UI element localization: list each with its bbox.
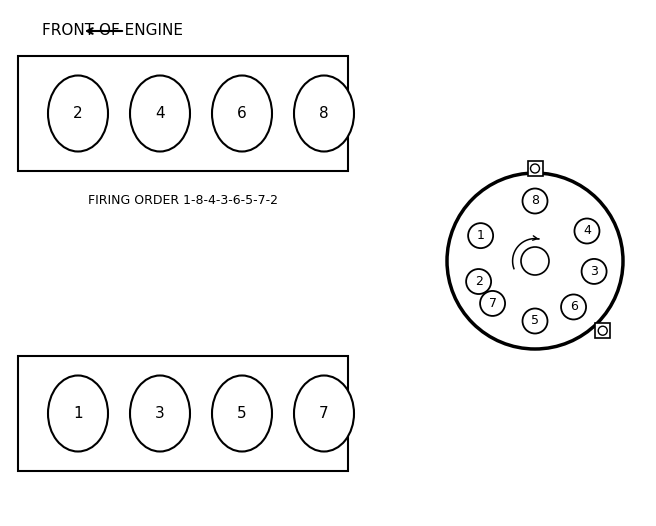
Circle shape xyxy=(447,173,623,349)
Text: FIRING ORDER 1-8-4-3-6-5-7-2: FIRING ORDER 1-8-4-3-6-5-7-2 xyxy=(88,195,278,207)
Ellipse shape xyxy=(294,376,354,451)
Circle shape xyxy=(531,164,539,173)
Ellipse shape xyxy=(130,376,190,451)
Text: 2: 2 xyxy=(475,275,483,288)
Circle shape xyxy=(522,188,548,214)
Text: 3: 3 xyxy=(590,265,598,278)
Text: 8: 8 xyxy=(319,106,329,121)
Circle shape xyxy=(480,291,505,316)
Ellipse shape xyxy=(212,376,272,451)
Circle shape xyxy=(521,247,549,275)
Ellipse shape xyxy=(48,76,108,151)
Ellipse shape xyxy=(130,76,190,151)
Text: 7: 7 xyxy=(319,406,329,421)
Text: 7: 7 xyxy=(489,297,497,310)
Text: 6: 6 xyxy=(237,106,247,121)
Ellipse shape xyxy=(294,76,354,151)
Text: 1: 1 xyxy=(73,406,83,421)
Circle shape xyxy=(561,295,586,319)
Circle shape xyxy=(522,309,548,333)
Text: 2: 2 xyxy=(73,106,83,121)
Bar xyxy=(595,323,610,338)
Bar xyxy=(18,56,348,171)
Text: 6: 6 xyxy=(569,300,577,313)
Ellipse shape xyxy=(212,76,272,151)
Text: 4: 4 xyxy=(583,225,591,238)
Circle shape xyxy=(582,259,607,284)
Text: 5: 5 xyxy=(237,406,247,421)
Circle shape xyxy=(468,223,493,248)
Circle shape xyxy=(575,218,600,244)
Text: 5: 5 xyxy=(531,315,539,328)
Text: 8: 8 xyxy=(531,195,539,207)
Text: 4: 4 xyxy=(155,106,165,121)
Text: FRONT OF ENGINE: FRONT OF ENGINE xyxy=(42,24,183,38)
Bar xyxy=(527,161,543,176)
Bar xyxy=(18,356,348,471)
Text: 1: 1 xyxy=(477,229,485,242)
Circle shape xyxy=(598,326,607,335)
Circle shape xyxy=(466,269,491,294)
Ellipse shape xyxy=(48,376,108,451)
Text: 3: 3 xyxy=(155,406,165,421)
